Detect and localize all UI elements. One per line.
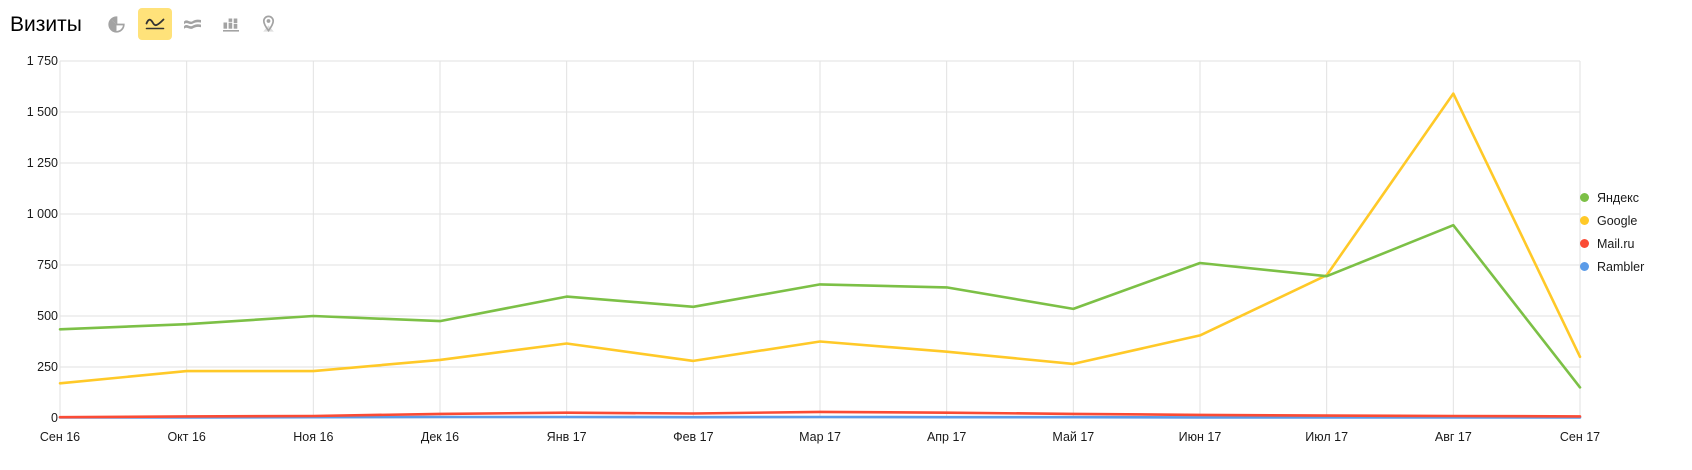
- x-axis-tick-label: Ноя 16: [293, 430, 334, 444]
- x-axis-tick-label: Сен 17: [1559, 430, 1601, 444]
- legend-color-dot-icon: [1580, 262, 1589, 271]
- y-axis-labels: 0 250 500 750 1 000 1 250 1 500 1 750: [0, 48, 58, 425]
- x-axis-tick-label: Дек 16: [420, 430, 460, 444]
- x-axis-tick-label: Авг 17: [1434, 430, 1472, 444]
- legend-item-google[interactable]: Google: [1580, 209, 1688, 232]
- y-axis-tick-label: 1 750: [26, 54, 58, 68]
- y-axis-tick-label: 250: [37, 360, 58, 374]
- legend-color-dot-icon: [1580, 239, 1589, 248]
- legend-item-mail-ru[interactable]: Mail.ru: [1580, 232, 1688, 255]
- legend-color-dot-icon: [1580, 193, 1589, 202]
- x-axis-tick-label: Апр 17: [926, 430, 967, 444]
- area-chart-icon[interactable]: [176, 8, 210, 40]
- pie-chart-icon[interactable]: [100, 8, 134, 40]
- y-axis-tick-label: 1 000: [26, 207, 58, 221]
- x-axis-tick-label: Июн 17: [1178, 430, 1222, 444]
- legend-item-rambler[interactable]: Rambler: [1580, 255, 1688, 278]
- chart-toolbar: Визиты: [0, 0, 288, 48]
- x-axis-tick-label: Мар 17: [799, 430, 841, 444]
- x-axis-tick-label: Янв 17: [546, 430, 587, 444]
- page-title: Визиты: [10, 12, 82, 36]
- legend-item-label: Mail.ru: [1597, 236, 1635, 251]
- series-line-mail-ru: [58, 410, 1582, 419]
- y-axis-tick-label: 750: [37, 258, 58, 272]
- legend-color-dot-icon: [1580, 216, 1589, 225]
- y-axis-tick-label: 0: [51, 411, 58, 425]
- legend-item-label: Яндекс: [1597, 190, 1640, 205]
- line-chart-svg[interactable]: [0, 48, 1692, 470]
- x-axis-labels: Сен 16 Окт 16 Ноя 16 Дек 16 Янв 17 Фев 17 Мар …: [0, 48, 1692, 444]
- y-axis-tick-label: 500: [37, 309, 58, 323]
- x-axis-tick-label: Фев 17: [673, 430, 714, 444]
- legend-item--[interactable]: Яндекс: [1580, 186, 1688, 209]
- y-axis-tick-label: 1 500: [26, 105, 58, 119]
- x-axis-tick-label: Окт 16: [167, 430, 206, 444]
- chart-area: 0 250 500 750 1 000 1 250 1 500 1 750 Сен 16 Окт…: [0, 48, 1692, 470]
- x-axis-tick-label: Июл 17: [1305, 430, 1349, 444]
- x-axis-tick-label: Май 17: [1052, 430, 1095, 444]
- series-line--: [58, 223, 1582, 389]
- y-axis-tick-label: 1 250: [26, 156, 58, 170]
- chart-legend: Яндекс Google Mail.ru Rambler: [1580, 186, 1688, 278]
- map-pin-icon[interactable]: [252, 8, 286, 40]
- legend-item-label: Google: [1597, 213, 1638, 228]
- legend-item-label: Rambler: [1597, 259, 1645, 274]
- bar-chart-icon[interactable]: [214, 8, 248, 40]
- x-axis-tick-label: Сен 16: [39, 430, 81, 444]
- line-chart-icon[interactable]: [137, 8, 172, 40]
